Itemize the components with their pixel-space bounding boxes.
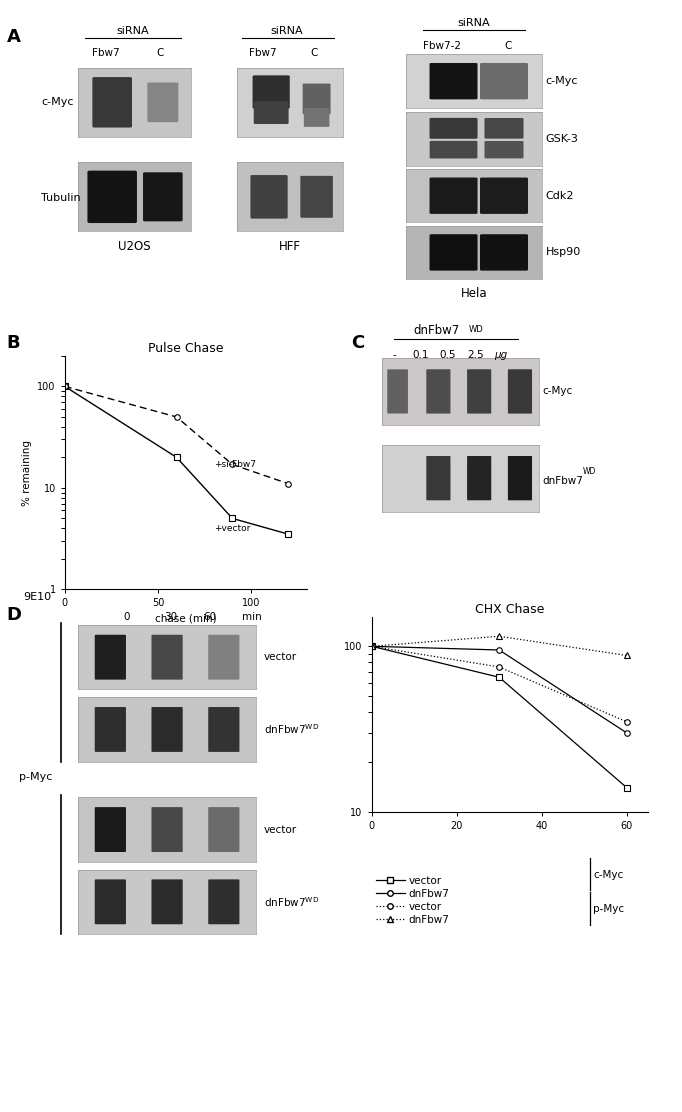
Text: c-Myc: c-Myc bbox=[542, 387, 572, 396]
Text: B: B bbox=[7, 334, 20, 351]
Text: C: C bbox=[351, 334, 364, 351]
FancyBboxPatch shape bbox=[95, 807, 126, 852]
Text: vector: vector bbox=[264, 653, 297, 662]
FancyBboxPatch shape bbox=[151, 707, 183, 752]
FancyBboxPatch shape bbox=[430, 118, 477, 139]
Text: -: - bbox=[392, 350, 396, 360]
FancyBboxPatch shape bbox=[95, 707, 126, 752]
Text: c-Myc: c-Myc bbox=[41, 98, 74, 107]
FancyBboxPatch shape bbox=[208, 880, 239, 924]
FancyBboxPatch shape bbox=[387, 369, 408, 414]
FancyBboxPatch shape bbox=[467, 369, 491, 414]
Text: WD: WD bbox=[469, 325, 484, 334]
Text: c-Myc: c-Myc bbox=[593, 871, 623, 880]
Text: vector: vector bbox=[264, 825, 297, 834]
Text: +si-Fbw7: +si-Fbw7 bbox=[213, 460, 256, 469]
Text: U2OS: U2OS bbox=[118, 240, 151, 254]
Text: Fbw7: Fbw7 bbox=[249, 48, 276, 58]
FancyBboxPatch shape bbox=[87, 170, 137, 224]
Text: c-Myc: c-Myc bbox=[546, 77, 578, 86]
Title: Pulse Chase: Pulse Chase bbox=[148, 341, 224, 355]
Text: Hela: Hela bbox=[460, 287, 488, 300]
FancyBboxPatch shape bbox=[484, 118, 524, 139]
Text: 9E10: 9E10 bbox=[23, 593, 52, 602]
Legend: vector, dnFbw7, vector, dnFbw7: vector, dnFbw7, vector, dnFbw7 bbox=[372, 872, 454, 930]
Text: C: C bbox=[157, 48, 164, 58]
FancyBboxPatch shape bbox=[208, 807, 239, 852]
FancyBboxPatch shape bbox=[151, 635, 183, 679]
FancyBboxPatch shape bbox=[508, 369, 532, 414]
FancyBboxPatch shape bbox=[426, 369, 451, 414]
FancyBboxPatch shape bbox=[208, 707, 239, 752]
Text: C: C bbox=[505, 41, 512, 51]
Text: 0.5: 0.5 bbox=[440, 350, 456, 360]
Text: Tubulin: Tubulin bbox=[41, 193, 80, 202]
FancyBboxPatch shape bbox=[508, 456, 532, 500]
Text: WD: WD bbox=[583, 467, 597, 476]
Text: dnFbw7: dnFbw7 bbox=[542, 477, 583, 486]
Text: 30: 30 bbox=[164, 612, 177, 622]
Text: min: min bbox=[242, 612, 262, 622]
FancyBboxPatch shape bbox=[254, 101, 288, 125]
FancyBboxPatch shape bbox=[208, 635, 239, 679]
Text: dnFbw7$^{\mathregular{WD}}$: dnFbw7$^{\mathregular{WD}}$ bbox=[264, 895, 319, 909]
FancyBboxPatch shape bbox=[95, 880, 126, 924]
Y-axis label: % remaining: % remaining bbox=[22, 439, 32, 506]
Text: +vector: +vector bbox=[213, 524, 250, 533]
FancyBboxPatch shape bbox=[430, 63, 477, 99]
Text: p-Myc: p-Myc bbox=[19, 773, 52, 782]
FancyBboxPatch shape bbox=[151, 880, 183, 924]
Text: Hsp90: Hsp90 bbox=[546, 248, 581, 257]
FancyBboxPatch shape bbox=[143, 172, 183, 221]
FancyBboxPatch shape bbox=[480, 178, 528, 214]
Text: Fbw7-2: Fbw7-2 bbox=[423, 41, 461, 51]
FancyBboxPatch shape bbox=[484, 141, 524, 158]
Text: siRNA: siRNA bbox=[270, 26, 303, 36]
FancyBboxPatch shape bbox=[300, 176, 333, 218]
FancyBboxPatch shape bbox=[467, 456, 491, 500]
FancyBboxPatch shape bbox=[151, 807, 183, 852]
FancyBboxPatch shape bbox=[250, 175, 288, 219]
Text: Fbw7: Fbw7 bbox=[92, 48, 119, 58]
FancyBboxPatch shape bbox=[430, 235, 477, 270]
Text: C: C bbox=[310, 48, 317, 58]
Text: D: D bbox=[7, 606, 22, 624]
FancyBboxPatch shape bbox=[426, 456, 451, 500]
Text: dnFbw7$^{\mathregular{WD}}$: dnFbw7$^{\mathregular{WD}}$ bbox=[264, 723, 319, 736]
Text: siRNA: siRNA bbox=[117, 26, 149, 36]
FancyBboxPatch shape bbox=[430, 141, 477, 159]
Text: μg: μg bbox=[494, 350, 507, 360]
FancyBboxPatch shape bbox=[252, 76, 290, 109]
Title: CHX Chase: CHX Chase bbox=[475, 603, 544, 616]
FancyBboxPatch shape bbox=[480, 63, 528, 99]
Text: HFF: HFF bbox=[279, 240, 301, 254]
Text: GSK-3: GSK-3 bbox=[546, 135, 578, 143]
FancyBboxPatch shape bbox=[303, 83, 331, 115]
Text: 0: 0 bbox=[123, 612, 130, 622]
Text: 2.5: 2.5 bbox=[467, 350, 484, 360]
FancyBboxPatch shape bbox=[147, 82, 178, 122]
Text: p-Myc: p-Myc bbox=[593, 904, 625, 913]
FancyBboxPatch shape bbox=[303, 108, 329, 127]
Text: 0.1: 0.1 bbox=[413, 350, 429, 360]
X-axis label: chase (min): chase (min) bbox=[155, 614, 217, 624]
Text: Cdk2: Cdk2 bbox=[546, 191, 574, 200]
FancyBboxPatch shape bbox=[92, 77, 132, 128]
FancyBboxPatch shape bbox=[95, 635, 126, 679]
Text: dnFbw7: dnFbw7 bbox=[413, 324, 460, 337]
Text: A: A bbox=[7, 28, 20, 46]
Text: siRNA: siRNA bbox=[458, 18, 490, 28]
Text: 60: 60 bbox=[203, 612, 217, 622]
FancyBboxPatch shape bbox=[430, 178, 477, 214]
FancyBboxPatch shape bbox=[480, 235, 528, 270]
